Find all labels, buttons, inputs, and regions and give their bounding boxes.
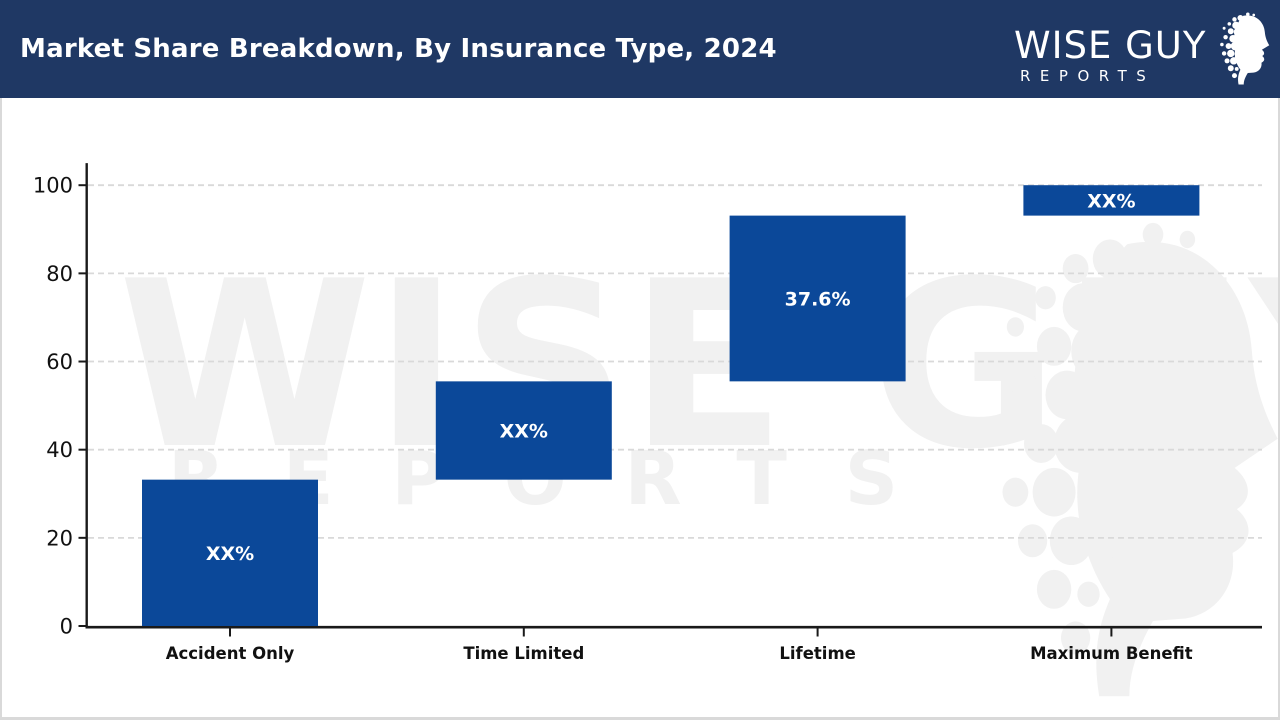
bar-accident-only [142, 479, 318, 626]
x-category-label: Lifetime [779, 644, 855, 663]
y-tick-label: 80 [46, 262, 73, 286]
chart-frame [0, 98, 1280, 720]
logo-subtext: REPORTS [1020, 67, 1155, 85]
bar-value-label: 37.6% [785, 288, 851, 310]
y-tick-label: 40 [46, 438, 73, 462]
x-category-label: Maximum Benefit [1030, 644, 1193, 663]
bar-lifetime [729, 215, 906, 382]
y-tick-label: 20 [46, 526, 73, 550]
chart-title: Market Share Breakdown, By Insurance Typ… [20, 34, 777, 64]
bar-time-limited [435, 381, 612, 480]
y-tick-label: 100 [33, 174, 73, 198]
bar-value-label: XX% [500, 421, 548, 443]
x-category-label: Accident Only [166, 644, 295, 663]
wise-guy-reports-logo: WISE GUY REPORTS [1014, 12, 1270, 85]
bar-maximum-benefit [1023, 185, 1200, 216]
bar-value-label: XX% [1087, 190, 1135, 212]
y-tick-label: 60 [46, 350, 73, 374]
x-category-label: Time Limited [463, 644, 584, 663]
y-tick-label: 0 [60, 615, 73, 639]
logo-wordmark: WISE GUY [1014, 24, 1206, 67]
header-band: Market Share Breakdown, By Insurance Typ… [0, 0, 1280, 98]
bar-value-label: XX% [206, 543, 254, 565]
